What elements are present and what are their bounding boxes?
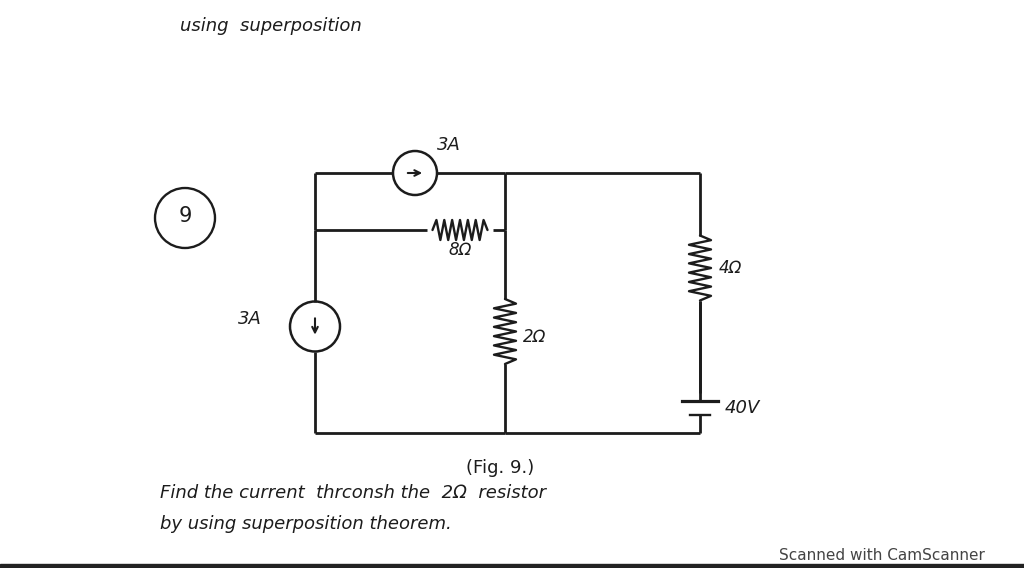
Text: Scanned with CamScanner: Scanned with CamScanner (779, 549, 985, 563)
Text: (Fig. 9.): (Fig. 9.) (466, 459, 535, 477)
Bar (0, 564, 1024, 568)
Text: 40V: 40V (725, 399, 761, 417)
Text: by using superposition theorem.: by using superposition theorem. (160, 515, 452, 533)
Text: 9: 9 (178, 206, 191, 226)
Text: Find the current  thrconsh the  2Ω  resistor: Find the current thrconsh the 2Ω resisto… (160, 484, 546, 502)
Text: 3A: 3A (238, 310, 262, 328)
Text: using  superposition: using superposition (180, 17, 361, 35)
Text: 3A: 3A (437, 136, 461, 154)
Text: 8Ω: 8Ω (449, 241, 472, 259)
Text: 2Ω: 2Ω (523, 328, 547, 345)
Text: 4Ω: 4Ω (718, 259, 741, 277)
